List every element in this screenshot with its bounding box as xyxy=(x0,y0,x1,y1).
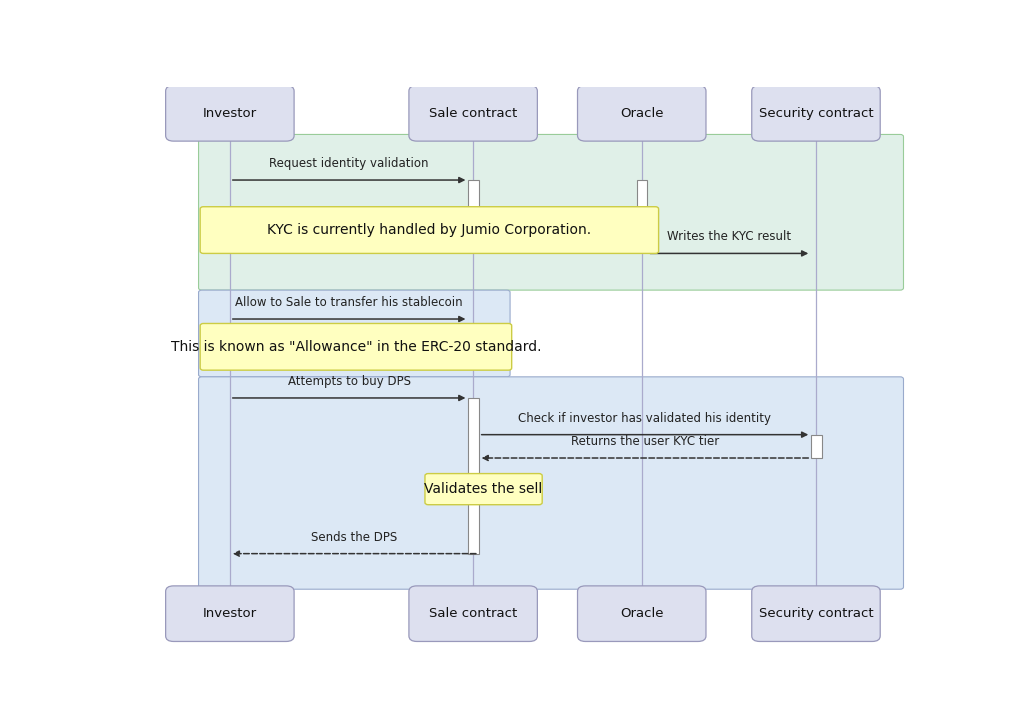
Text: Writes the KYC result: Writes the KYC result xyxy=(667,230,792,243)
Text: Investor: Investor xyxy=(203,607,257,620)
FancyBboxPatch shape xyxy=(200,323,512,370)
FancyBboxPatch shape xyxy=(199,134,903,290)
Text: Oracle: Oracle xyxy=(620,607,663,620)
Text: Security contract: Security contract xyxy=(758,107,873,120)
Text: Check if investor has validated his identity: Check if investor has validated his iden… xyxy=(518,412,772,425)
FancyBboxPatch shape xyxy=(409,85,538,141)
FancyBboxPatch shape xyxy=(468,180,479,209)
FancyBboxPatch shape xyxy=(166,586,294,641)
FancyBboxPatch shape xyxy=(200,206,659,253)
Text: Sale contract: Sale contract xyxy=(429,607,517,620)
FancyBboxPatch shape xyxy=(811,435,822,458)
FancyBboxPatch shape xyxy=(425,474,542,505)
FancyBboxPatch shape xyxy=(752,85,881,141)
FancyBboxPatch shape xyxy=(409,586,538,641)
Text: Attempts to buy DPS: Attempts to buy DPS xyxy=(288,375,410,388)
Text: Investor: Investor xyxy=(203,107,257,120)
FancyBboxPatch shape xyxy=(577,85,706,141)
FancyBboxPatch shape xyxy=(468,398,479,554)
Text: KYC is currently handled by Jumio Corporation.: KYC is currently handled by Jumio Corpor… xyxy=(267,223,592,237)
FancyBboxPatch shape xyxy=(199,290,510,377)
Text: Validates the sell: Validates the sell xyxy=(425,482,543,496)
Text: Allow to Sale to transfer his stablecoin: Allow to Sale to transfer his stablecoin xyxy=(235,296,463,309)
Text: Returns the user KYC tier: Returns the user KYC tier xyxy=(571,435,719,448)
Text: This is known as "Allowance" in the ERC-20 standard.: This is known as "Allowance" in the ERC-… xyxy=(171,340,541,354)
FancyBboxPatch shape xyxy=(637,180,648,209)
FancyBboxPatch shape xyxy=(577,586,706,641)
FancyBboxPatch shape xyxy=(199,377,903,589)
FancyBboxPatch shape xyxy=(752,586,881,641)
Text: Sale contract: Sale contract xyxy=(429,107,517,120)
Text: Request identity validation: Request identity validation xyxy=(269,157,429,170)
Text: Oracle: Oracle xyxy=(620,107,663,120)
Text: Sends the DPS: Sends the DPS xyxy=(311,531,398,544)
Text: Security contract: Security contract xyxy=(758,607,873,620)
FancyBboxPatch shape xyxy=(166,85,294,141)
